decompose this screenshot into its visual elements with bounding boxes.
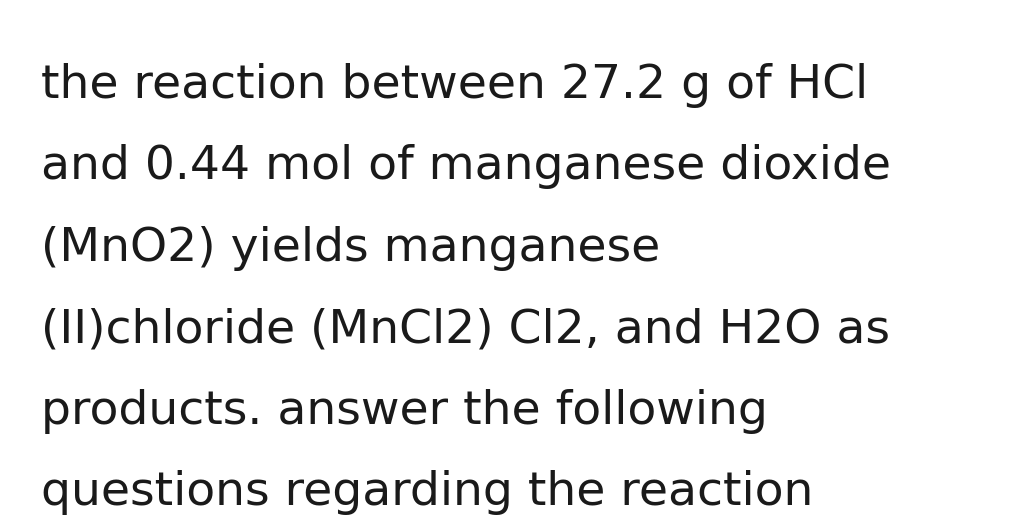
Text: (MnO2) yields manganese: (MnO2) yields manganese — [41, 226, 660, 271]
Text: questions regarding the reaction: questions regarding the reaction — [41, 470, 813, 515]
Text: the reaction between 27.2 g of HCl: the reaction between 27.2 g of HCl — [41, 63, 868, 108]
Text: products. answer the following: products. answer the following — [41, 388, 768, 434]
Text: and 0.44 mol of manganese dioxide: and 0.44 mol of manganese dioxide — [41, 144, 891, 190]
Text: (II)chloride (MnCl2) Cl2, and H2O as: (II)chloride (MnCl2) Cl2, and H2O as — [41, 307, 890, 352]
